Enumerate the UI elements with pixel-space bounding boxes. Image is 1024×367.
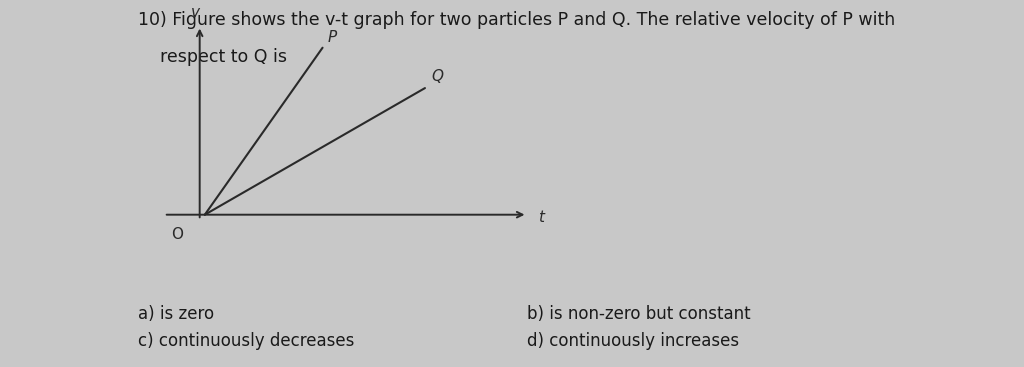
Text: Q: Q bbox=[431, 69, 443, 84]
Text: b) is non-zero but constant: b) is non-zero but constant bbox=[527, 305, 751, 323]
Text: d) continuously increases: d) continuously increases bbox=[527, 331, 739, 350]
Text: O: O bbox=[171, 228, 183, 242]
Text: 10) Figure shows the v-t graph for two particles P and Q. The relative velocity : 10) Figure shows the v-t graph for two p… bbox=[138, 11, 896, 29]
Text: respect to Q is: respect to Q is bbox=[138, 48, 288, 66]
Text: P: P bbox=[328, 30, 337, 45]
Text: c) continuously decreases: c) continuously decreases bbox=[138, 331, 354, 350]
Text: t: t bbox=[538, 210, 544, 225]
Text: v: v bbox=[191, 5, 200, 20]
Text: a) is zero: a) is zero bbox=[138, 305, 214, 323]
